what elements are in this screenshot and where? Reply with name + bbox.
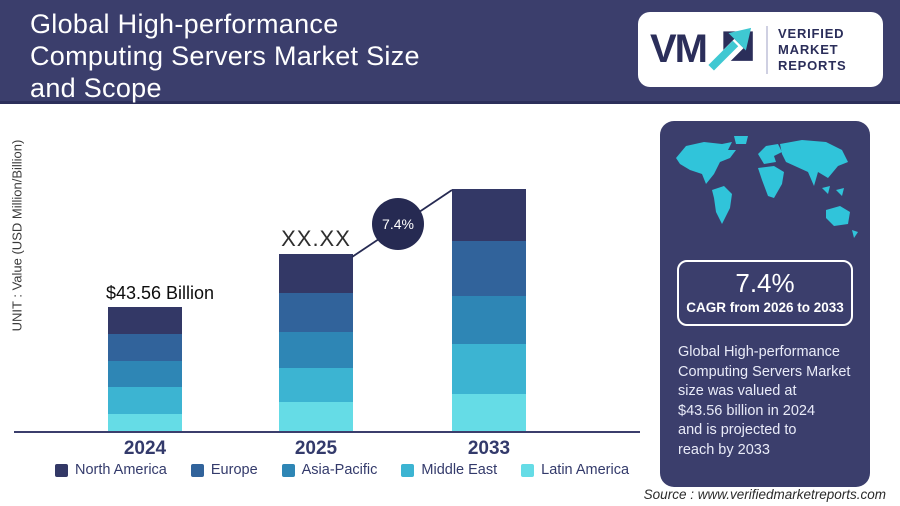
world-map-icon bbox=[670, 131, 860, 253]
cagr-caption: CAGR from 2026 to 2033 bbox=[686, 300, 844, 315]
page-title-line: Computing Servers Market Size bbox=[30, 41, 420, 71]
page-title-line: Global High-performance bbox=[30, 9, 339, 39]
logo-brand-line: VERIFIED bbox=[778, 25, 845, 41]
page-title: Global High-performance Computing Server… bbox=[30, 8, 420, 104]
source-attribution: Source : www.verifiedmarketreports.com bbox=[643, 487, 886, 502]
bar-segment-asia-pacific bbox=[279, 332, 353, 368]
legend-label: Middle East bbox=[421, 462, 498, 478]
bar-segment-latin-america bbox=[452, 394, 526, 431]
chart-legend: North America Europe Asia-Pacific Middle Ea… bbox=[55, 462, 629, 478]
chart-plot-area: $43.56 Billion XX.XX 2024 2025 2033 bbox=[14, 189, 640, 459]
legend-item-north-america: North America bbox=[55, 462, 167, 478]
legend-label: Europe bbox=[210, 462, 258, 478]
legend-swatch-icon bbox=[55, 463, 68, 477]
bar-segment-middle-east bbox=[108, 387, 182, 414]
bar-value-label-2024: $43.56 Billion bbox=[105, 283, 215, 303]
header-banner: Global High-performance Computing Server… bbox=[0, 0, 900, 104]
bar-segment-europe bbox=[452, 241, 526, 296]
logo-brand-text: VERIFIED MARKET REPORTS bbox=[778, 26, 846, 74]
x-tick-2025: 2025 bbox=[294, 438, 338, 459]
bar-segment-middle-east bbox=[279, 368, 353, 402]
bar-segment-asia-pacific bbox=[452, 296, 526, 344]
trend-arrow-icon bbox=[706, 21, 758, 78]
vmr-logo: VM VERIFIED MARKET REPORTS bbox=[638, 12, 883, 87]
vmr-logo-letters: VM bbox=[650, 27, 708, 71]
legend-swatch-icon bbox=[281, 463, 295, 477]
bar-segment-north-america bbox=[279, 254, 353, 293]
summary-line: reach by 2033 bbox=[678, 441, 770, 458]
x-axis-line bbox=[14, 431, 640, 433]
legend-label: North America bbox=[75, 462, 167, 478]
logo-divider bbox=[766, 25, 768, 74]
stacked-bar-2025 bbox=[279, 254, 353, 431]
bar-segment-north-america bbox=[452, 189, 526, 241]
cagr-value: 7.4% bbox=[735, 268, 795, 298]
bar-segment-asia-pacific bbox=[108, 361, 182, 387]
bar-segment-latin-america bbox=[279, 402, 353, 431]
logo-brand-line: REPORTS bbox=[778, 57, 847, 73]
legend-swatch-icon bbox=[521, 463, 535, 477]
summary-panel: 7.4% CAGR from 2026 to 2033 Global High-… bbox=[660, 121, 870, 487]
bar-segment-latin-america bbox=[108, 414, 182, 431]
x-tick-2033: 2033 bbox=[467, 438, 511, 459]
market-summary-text: Global High-performance Computing Server… bbox=[678, 343, 858, 460]
legend-label: Asia-Pacific bbox=[301, 462, 378, 478]
legend-item-middle-east: Middle East bbox=[401, 462, 497, 478]
bar-segment-north-america bbox=[108, 307, 182, 334]
bar-segment-europe bbox=[279, 293, 353, 332]
legend-item-asia-pacific: Asia-Pacific bbox=[281, 462, 378, 478]
summary-line: Global High-performance bbox=[678, 344, 840, 360]
legend-item-latin-america: Latin America bbox=[521, 462, 629, 478]
bar-value-label-2025: XX.XX bbox=[281, 226, 351, 251]
legend-swatch-icon bbox=[190, 463, 204, 477]
page-title-line: and Scope bbox=[30, 73, 162, 103]
bar-segment-europe bbox=[108, 334, 182, 361]
summary-line: $43.56 billion in 2024 bbox=[678, 402, 816, 419]
summary-line: size was valued at bbox=[678, 383, 797, 399]
stacked-bar-2033 bbox=[452, 189, 526, 431]
legend-item-europe: Europe bbox=[190, 462, 258, 478]
bar-segment-middle-east bbox=[452, 344, 526, 394]
cagr-highlight-box: 7.4% CAGR from 2026 to 2033 bbox=[677, 260, 853, 326]
vmr-logo-mark: VM bbox=[650, 21, 758, 78]
legend-swatch-icon bbox=[401, 463, 415, 477]
summary-line: Computing Servers Market bbox=[678, 363, 851, 380]
legend-label: Latin America bbox=[541, 462, 630, 478]
logo-brand-line: MARKET bbox=[778, 41, 839, 57]
stacked-bar-2024 bbox=[108, 307, 182, 431]
x-tick-2024: 2024 bbox=[123, 438, 167, 459]
summary-line: and is projected to bbox=[678, 422, 797, 438]
